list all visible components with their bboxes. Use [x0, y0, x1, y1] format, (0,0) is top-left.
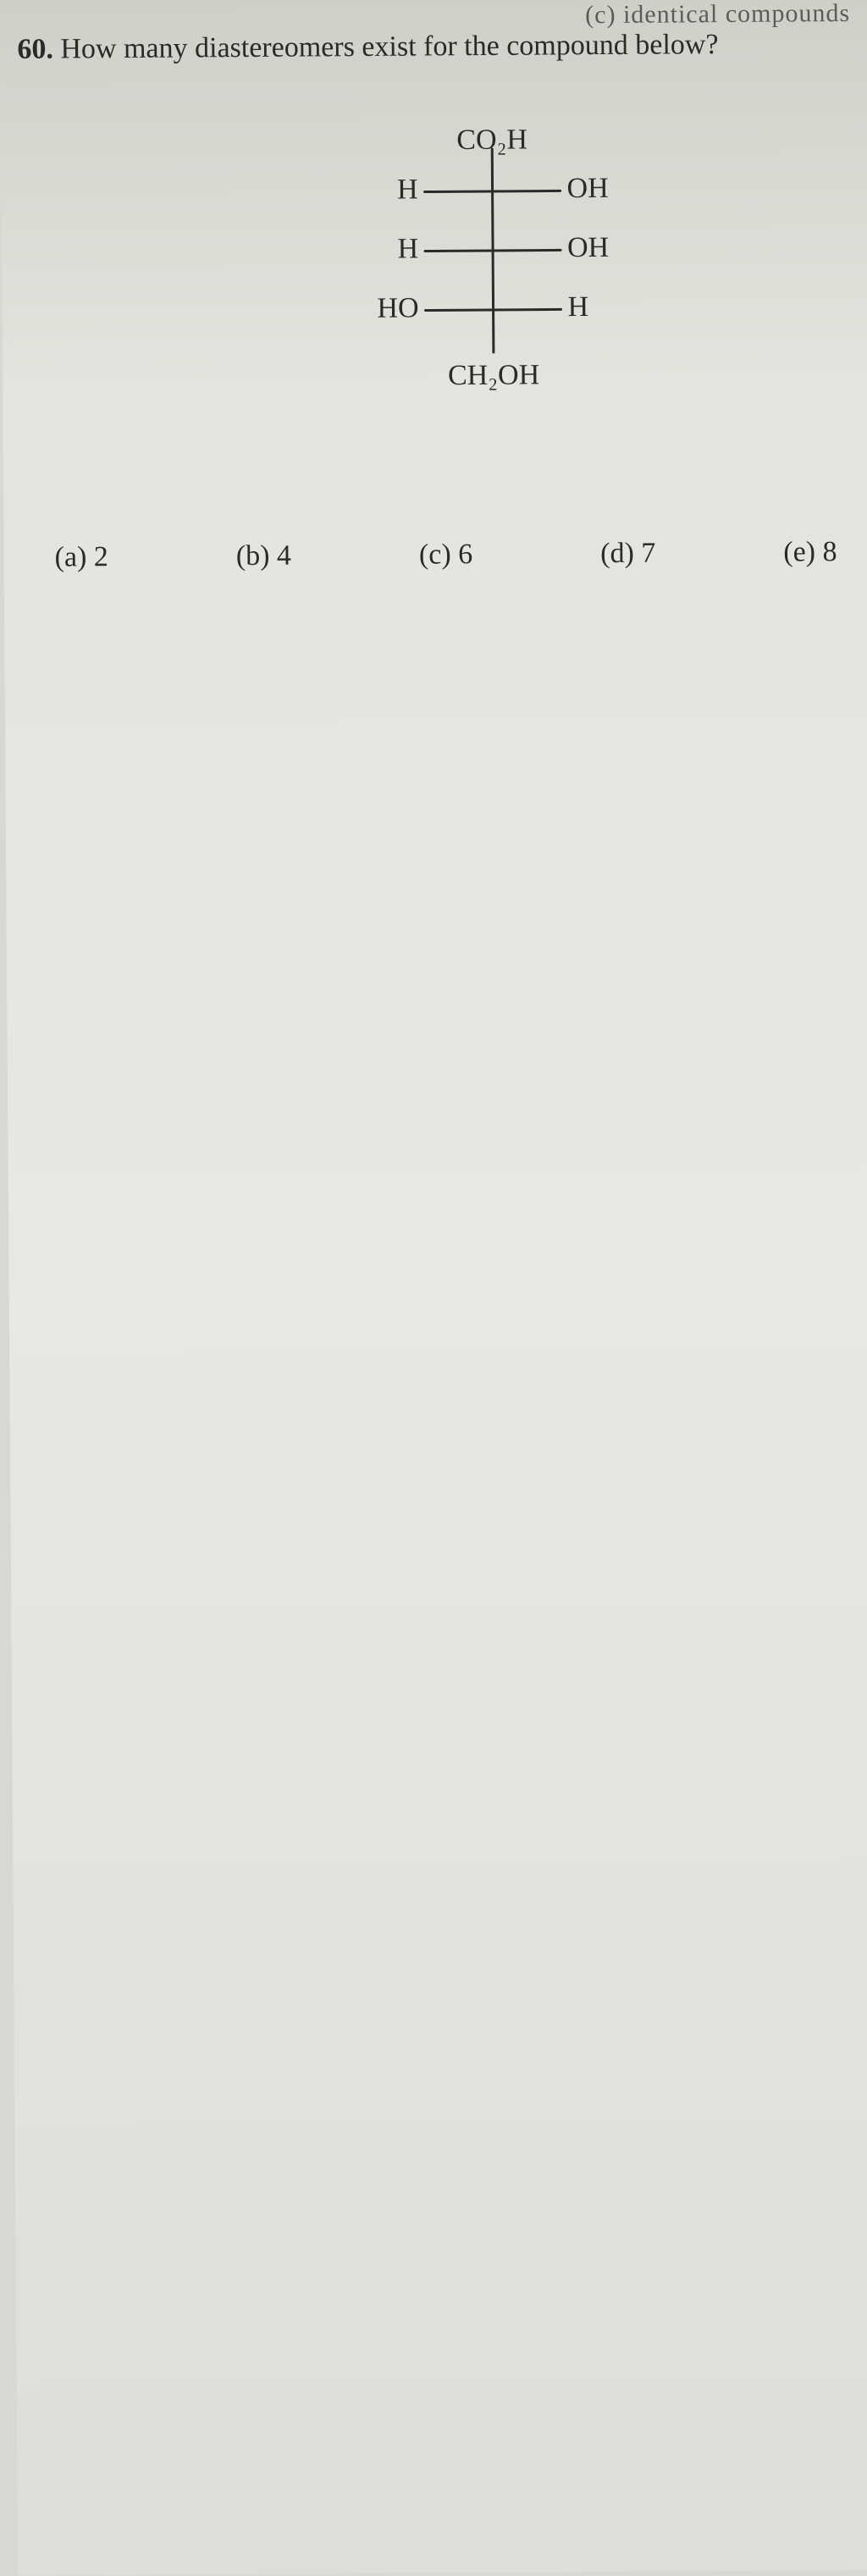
svg-text:OH: OH [566, 173, 608, 204]
option-val: 6 [458, 539, 472, 570]
svg-text:H: H [397, 174, 418, 205]
option-key: (c) [419, 539, 451, 570]
option-key: (a) [54, 541, 86, 572]
question-text: How many diastereomers exist for the com… [60, 29, 718, 64]
option-val: 7 [641, 538, 655, 569]
option-val: 2 [94, 541, 108, 572]
svg-text:H: H [397, 233, 418, 264]
header-fragment: (c) identical compounds [585, 0, 850, 30]
svg-text:H: H [567, 291, 588, 323]
option-val: 4 [277, 540, 291, 572]
option-e: (e) 8 [783, 536, 837, 568]
page: (c) identical compounds 60. How many dia… [0, 0, 867, 2576]
option-c: (c) 6 [419, 539, 473, 571]
option-a: (a) 2 [54, 541, 108, 573]
svg-text:HO: HO [377, 292, 418, 323]
option-d: (d) 7 [600, 538, 655, 570]
question-line: 60. How many diastereomers exist for the… [17, 28, 859, 66]
fischer-projection: HOHHOHHOHCO₂HCH₂OH [390, 123, 612, 403]
option-key: (b) [236, 540, 270, 572]
answer-options: (a) 2 (b) 4 (c) 6 (d) 7 (e) 8 [54, 536, 837, 573]
question-number: 60. [17, 34, 53, 65]
option-key: (d) [600, 538, 634, 569]
svg-text:CO₂H: CO₂H [456, 124, 527, 156]
svg-text:OH: OH [567, 232, 609, 263]
option-key: (e) [783, 536, 815, 567]
option-b: (b) 4 [236, 540, 291, 572]
svg-text:CH₂OH: CH₂OH [448, 359, 539, 391]
option-val: 8 [822, 536, 837, 567]
